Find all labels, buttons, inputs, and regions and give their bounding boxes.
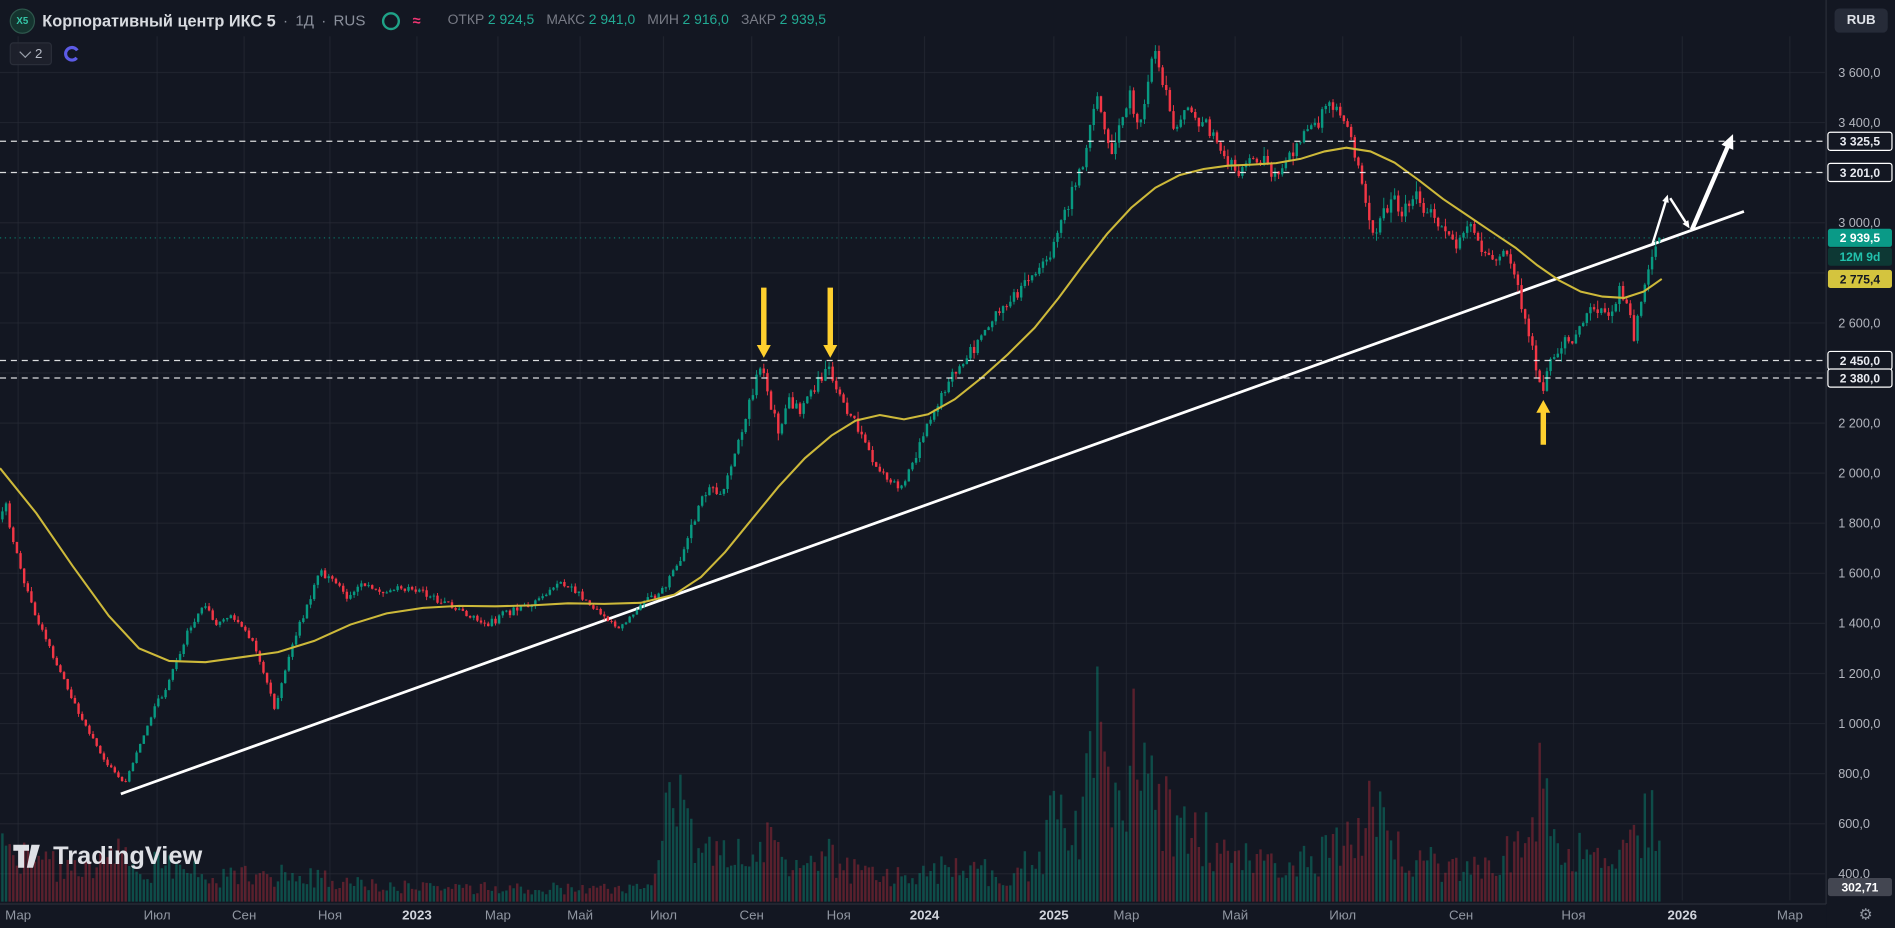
time-axis-label: Май bbox=[567, 908, 593, 923]
chart-legend: X5 Корпоративный центр ИКС 5 · 1Д · RUS … bbox=[0, 0, 1813, 66]
price-axis-label: 2 200,0 bbox=[1838, 416, 1880, 430]
price-axis-label: 1 000,0 bbox=[1838, 717, 1880, 731]
ohlc-values: ОТКР 2 924,5 МАКС 2 941,0 МИН 2 916,0 ЗАКР 2 93… bbox=[448, 13, 826, 28]
time-axis-label: Сен bbox=[232, 908, 256, 923]
time-axis-label: Мар bbox=[485, 908, 511, 923]
sma-value-chip bbox=[1827, 269, 1892, 288]
currency-button[interactable]: RUB bbox=[1834, 8, 1888, 33]
time-axis-label: 2026 bbox=[1668, 908, 1698, 923]
exchange-label: RUS bbox=[333, 12, 366, 30]
ohlc-item: ОТКР 2 924,5 bbox=[448, 13, 535, 28]
countdown-chip bbox=[1827, 247, 1892, 266]
ohlc-item: ЗАКР 2 939,5 bbox=[741, 13, 826, 28]
grid bbox=[0, 36, 1825, 901]
ohlc-value: 2 924,5 bbox=[487, 13, 535, 28]
time-axis-label: Мар bbox=[1113, 908, 1139, 923]
time-axis-label: Ноя bbox=[827, 908, 851, 923]
trendline-drawing[interactable] bbox=[120, 210, 1745, 796]
annotation-arrows[interactable] bbox=[756, 134, 1734, 445]
volume-layer bbox=[1, 666, 1661, 902]
time-axis-label: 2024 bbox=[910, 908, 940, 923]
last-price-chip bbox=[1827, 228, 1892, 247]
price-axis[interactable]: 3 600,0 3 400,0 3 000,0 2 600,0 2 200,0 2 000… bbox=[1825, 0, 1895, 928]
time-axis-label: Июл bbox=[650, 908, 677, 923]
sma-line[interactable] bbox=[0, 146, 1663, 664]
level-price-chip-label: 2 450,0 bbox=[1840, 354, 1881, 368]
time-axis[interactable]: Мар Июл Сен Ноя 2023 Мар Май Июл Сен Ноя 2024 2025 М… bbox=[0, 903, 1895, 928]
timeframe-label[interactable]: 1Д bbox=[295, 12, 314, 30]
time-axis-label: 2023 bbox=[402, 908, 432, 923]
indicator-row: 2 bbox=[0, 34, 1813, 66]
level-price-chip-label: 2 380,0 bbox=[1840, 371, 1881, 385]
price-axis-label: 3 600,0 bbox=[1838, 66, 1880, 80]
price-axis-label: 1 200,0 bbox=[1838, 667, 1880, 681]
separator-dot: · bbox=[321, 12, 327, 30]
price-axis-label: 600,0 bbox=[1838, 817, 1870, 831]
price-axis-label: 3 000,0 bbox=[1838, 216, 1880, 230]
time-axis-label: Июл bbox=[144, 908, 171, 923]
ohlc-value: 2 939,5 bbox=[779, 13, 827, 28]
tradingview-watermark[interactable]: TradingView bbox=[12, 842, 202, 871]
price-axis-label: 1 600,0 bbox=[1838, 567, 1880, 581]
ohlc-value: 2 916,0 bbox=[682, 13, 729, 28]
time-axis-label: Ноя bbox=[318, 908, 342, 923]
level-price-chip bbox=[1827, 131, 1893, 151]
candles-layer bbox=[1, 45, 1661, 783]
indicators-collapsed-button[interactable]: 2 bbox=[9, 42, 53, 66]
price-axis-label: 2 600,0 bbox=[1838, 316, 1880, 330]
indicator-count: 2 bbox=[35, 46, 43, 62]
price-axis-label: 1 400,0 bbox=[1838, 617, 1880, 631]
sync-spinner-icon bbox=[63, 45, 81, 63]
symbol-logo[interactable]: X5 bbox=[9, 7, 36, 34]
ohlc-label: МИН bbox=[647, 13, 679, 28]
separator-dot: · bbox=[283, 12, 289, 30]
ohlc-label: ОТКР bbox=[447, 13, 485, 28]
market-status-icon[interactable] bbox=[382, 11, 401, 30]
time-axis-label: Мар bbox=[5, 908, 31, 923]
level-price-chip bbox=[1827, 368, 1893, 388]
chevron-down-icon bbox=[19, 46, 32, 59]
level-price-chip-label: 3 201,0 bbox=[1840, 166, 1881, 180]
countdown-chip-label: 12M 9d bbox=[1839, 250, 1880, 264]
time-axis-label: Ноя bbox=[1561, 908, 1585, 923]
price-axis-label: 1 800,0 bbox=[1838, 517, 1880, 531]
symbol-title[interactable]: Корпоративный центр ИКС 5 bbox=[42, 11, 276, 30]
ohlc-value: 2 941,0 bbox=[588, 13, 636, 28]
level-price-chip bbox=[1827, 162, 1893, 183]
ohlc-item: МИН 2 916,0 bbox=[647, 13, 729, 28]
last-price-chip-label: 2 939,5 bbox=[1840, 231, 1881, 245]
volume-value-chip-label: 302,71 bbox=[1841, 880, 1878, 894]
price-axis-label: 800,0 bbox=[1838, 767, 1870, 781]
price-axis-label: 3 400,0 bbox=[1838, 116, 1880, 130]
level-price-chip-label: 3 325,5 bbox=[1840, 135, 1881, 149]
volume-value-chip bbox=[1827, 878, 1892, 897]
sma-value-chip-label: 2 775,4 bbox=[1840, 272, 1881, 286]
time-axis-label: Сен bbox=[740, 908, 764, 923]
tradingview-logo-icon bbox=[13, 844, 40, 868]
ohlc-item: МАКС 2 941,0 bbox=[546, 13, 635, 28]
symbol-row: X5 Корпоративный центр ИКС 5 · 1Д · RUS … bbox=[0, 0, 1813, 34]
time-axis-label: Июл bbox=[1329, 908, 1356, 923]
time-axis-label: Мар bbox=[1777, 908, 1803, 923]
price-axis-label: 400,0 bbox=[1838, 867, 1870, 881]
ideas-stream-icon[interactable]: ≈ bbox=[412, 11, 421, 29]
time-axis-label: 2025 bbox=[1039, 908, 1069, 923]
price-axis-label: 2 000,0 bbox=[1838, 466, 1880, 480]
level-lines[interactable] bbox=[0, 140, 1825, 379]
tradingview-watermark-text: TradingView bbox=[53, 842, 203, 871]
settings-gear-icon[interactable]: ⚙ bbox=[1858, 905, 1873, 924]
ohlc-label: ЗАКР bbox=[740, 13, 777, 28]
time-axis-label: Май bbox=[1222, 908, 1248, 923]
time-axis-label: Сен bbox=[1449, 908, 1473, 923]
ohlc-label: МАКС bbox=[546, 13, 586, 28]
